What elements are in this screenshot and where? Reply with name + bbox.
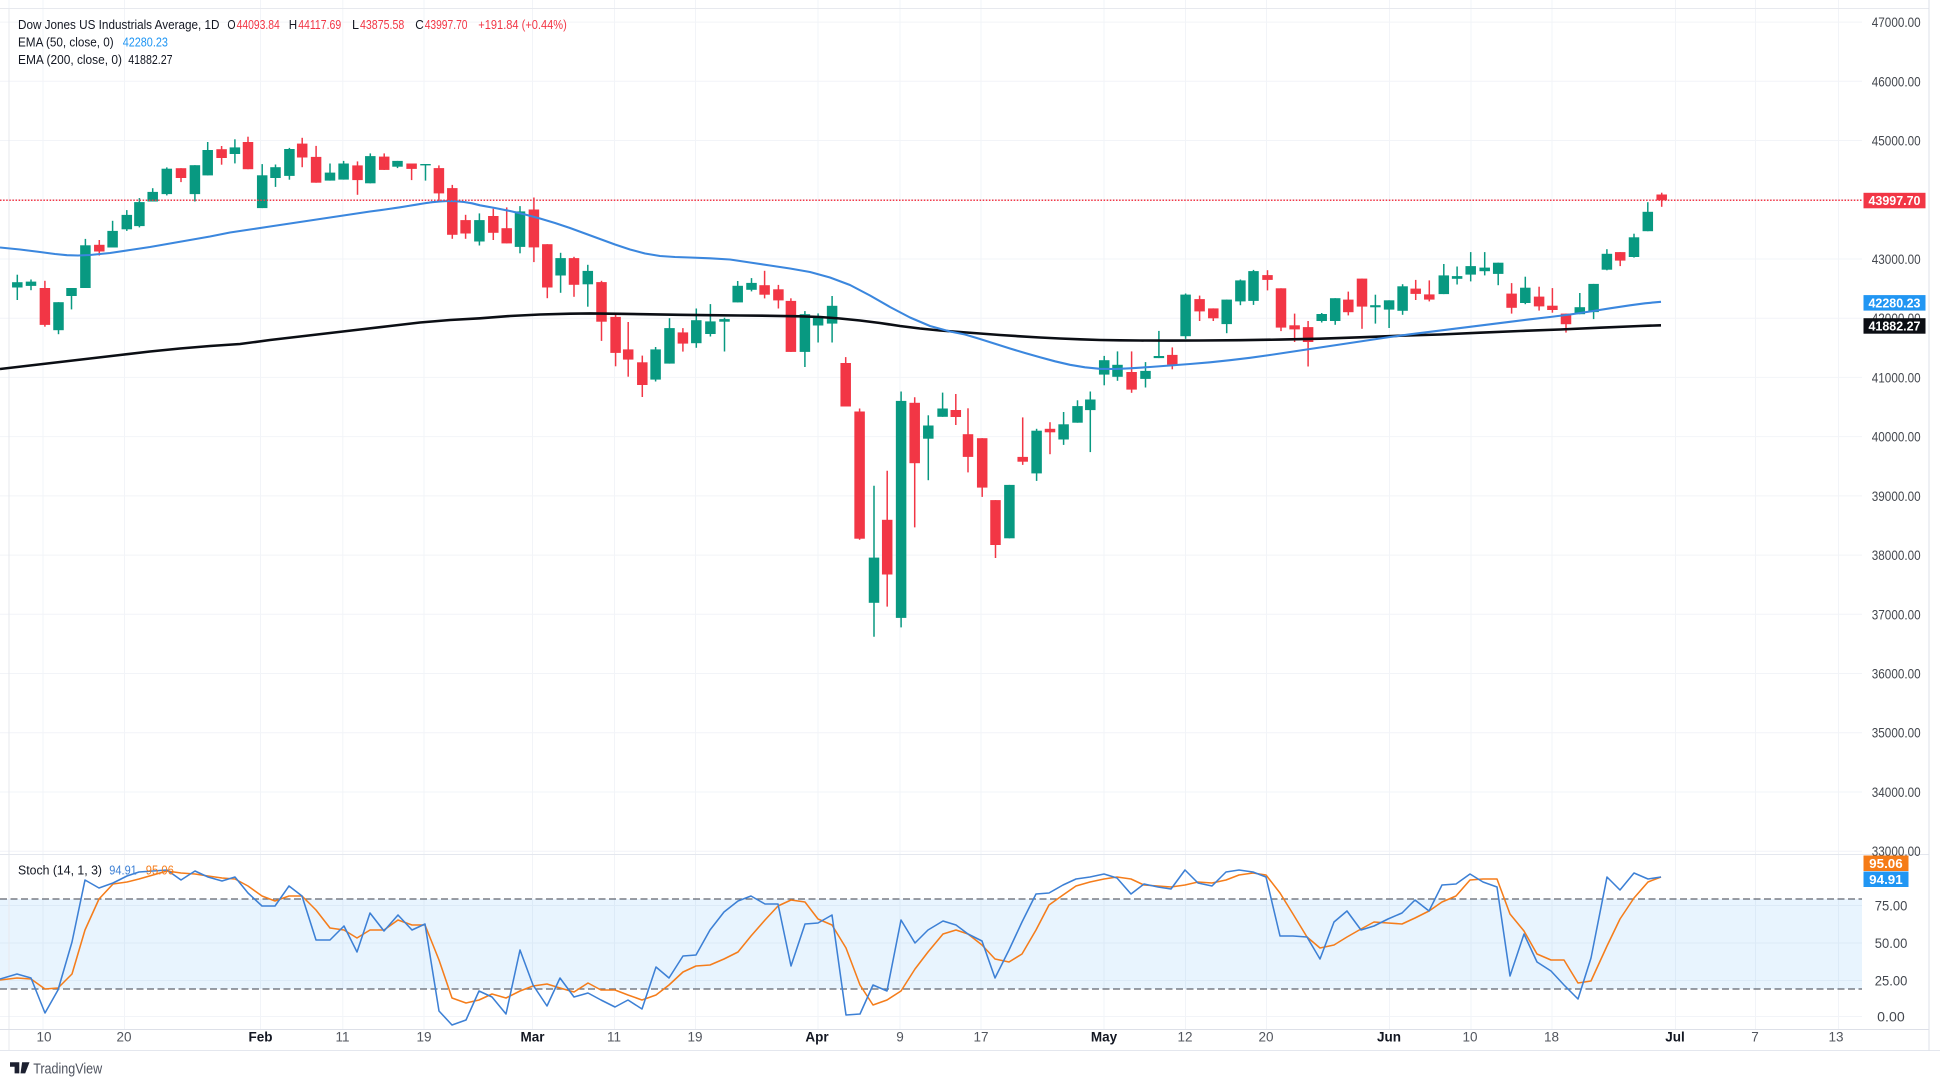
svg-text:95.06: 95.06 [1869,856,1903,871]
svg-text:H: H [289,17,297,32]
svg-text:10: 10 [36,1030,51,1045]
svg-text:44117.69: 44117.69 [298,17,341,32]
svg-text:Apr: Apr [805,1030,829,1045]
svg-text:43875.58: 43875.58 [360,17,404,32]
svg-text:20: 20 [1258,1030,1273,1045]
svg-text:37000.00: 37000.00 [1872,606,1921,622]
svg-text:O: O [227,17,235,32]
svg-text:33000.00: 33000.00 [1872,843,1921,859]
svg-text:44093.84: 44093.84 [237,17,280,32]
svg-text:10: 10 [1462,1030,1477,1045]
svg-text:Jul: Jul [1665,1030,1685,1045]
svg-text:C: C [415,17,424,32]
svg-text:Dow Jones US Industrials Avera: Dow Jones US Industrials Average, 1D [18,17,220,32]
svg-text:41000.00: 41000.00 [1872,369,1921,385]
svg-text:41882.27: 41882.27 [128,52,172,67]
svg-text:12: 12 [1177,1030,1192,1045]
svg-text:19: 19 [416,1030,431,1045]
svg-text:18: 18 [1544,1030,1559,1045]
svg-text:34000.00: 34000.00 [1872,784,1921,800]
svg-text:25.00: 25.00 [1875,973,1908,989]
svg-text:11: 11 [607,1030,621,1045]
svg-text:Jun: Jun [1377,1030,1401,1045]
svg-text:19: 19 [687,1030,702,1045]
svg-text:45000.00: 45000.00 [1872,133,1921,149]
svg-text:May: May [1091,1030,1118,1045]
svg-text:42280.23: 42280.23 [123,35,168,50]
svg-text:17: 17 [973,1030,988,1045]
svg-text:20: 20 [116,1030,131,1045]
svg-text:+191.84 (+0.44%): +191.84 (+0.44%) [478,17,567,32]
svg-text:94.91: 94.91 [1869,872,1903,887]
svg-text:39000.00: 39000.00 [1872,488,1921,504]
svg-text:0.00: 0.00 [1877,1009,1905,1025]
svg-text:Mar: Mar [520,1030,545,1045]
svg-text:35000.00: 35000.00 [1872,725,1921,741]
svg-text:Feb: Feb [248,1030,272,1045]
svg-text:75.00: 75.00 [1875,898,1908,914]
svg-text:95.06: 95.06 [146,863,174,878]
svg-text:43000.00: 43000.00 [1872,251,1921,267]
svg-text:46000.00: 46000.00 [1872,73,1921,89]
svg-text:9: 9 [896,1030,904,1045]
svg-text:11: 11 [335,1030,349,1045]
svg-text:40000.00: 40000.00 [1872,429,1921,445]
svg-text:38000.00: 38000.00 [1872,547,1921,563]
svg-text:50.00: 50.00 [1875,935,1908,951]
svg-text:36000.00: 36000.00 [1872,666,1921,682]
svg-text:EMA (50, close, 0): EMA (50, close, 0) [18,35,114,50]
svg-text:13: 13 [1828,1030,1843,1045]
svg-text:L: L [352,17,359,32]
svg-text:Stoch (14, 1, 3): Stoch (14, 1, 3) [18,863,102,878]
svg-text:42280.23: 42280.23 [1869,295,1921,310]
svg-text:43997.70: 43997.70 [425,17,468,32]
svg-text:41882.27: 41882.27 [1869,319,1921,334]
svg-text:EMA (200, close, 0): EMA (200, close, 0) [18,52,122,67]
svg-text:94.91: 94.91 [109,863,137,878]
svg-text:43997.70: 43997.70 [1869,193,1921,208]
svg-text:47000.00: 47000.00 [1872,14,1921,30]
svg-text:7: 7 [1751,1030,1759,1045]
svg-text:TradingView: TradingView [33,1061,102,1077]
